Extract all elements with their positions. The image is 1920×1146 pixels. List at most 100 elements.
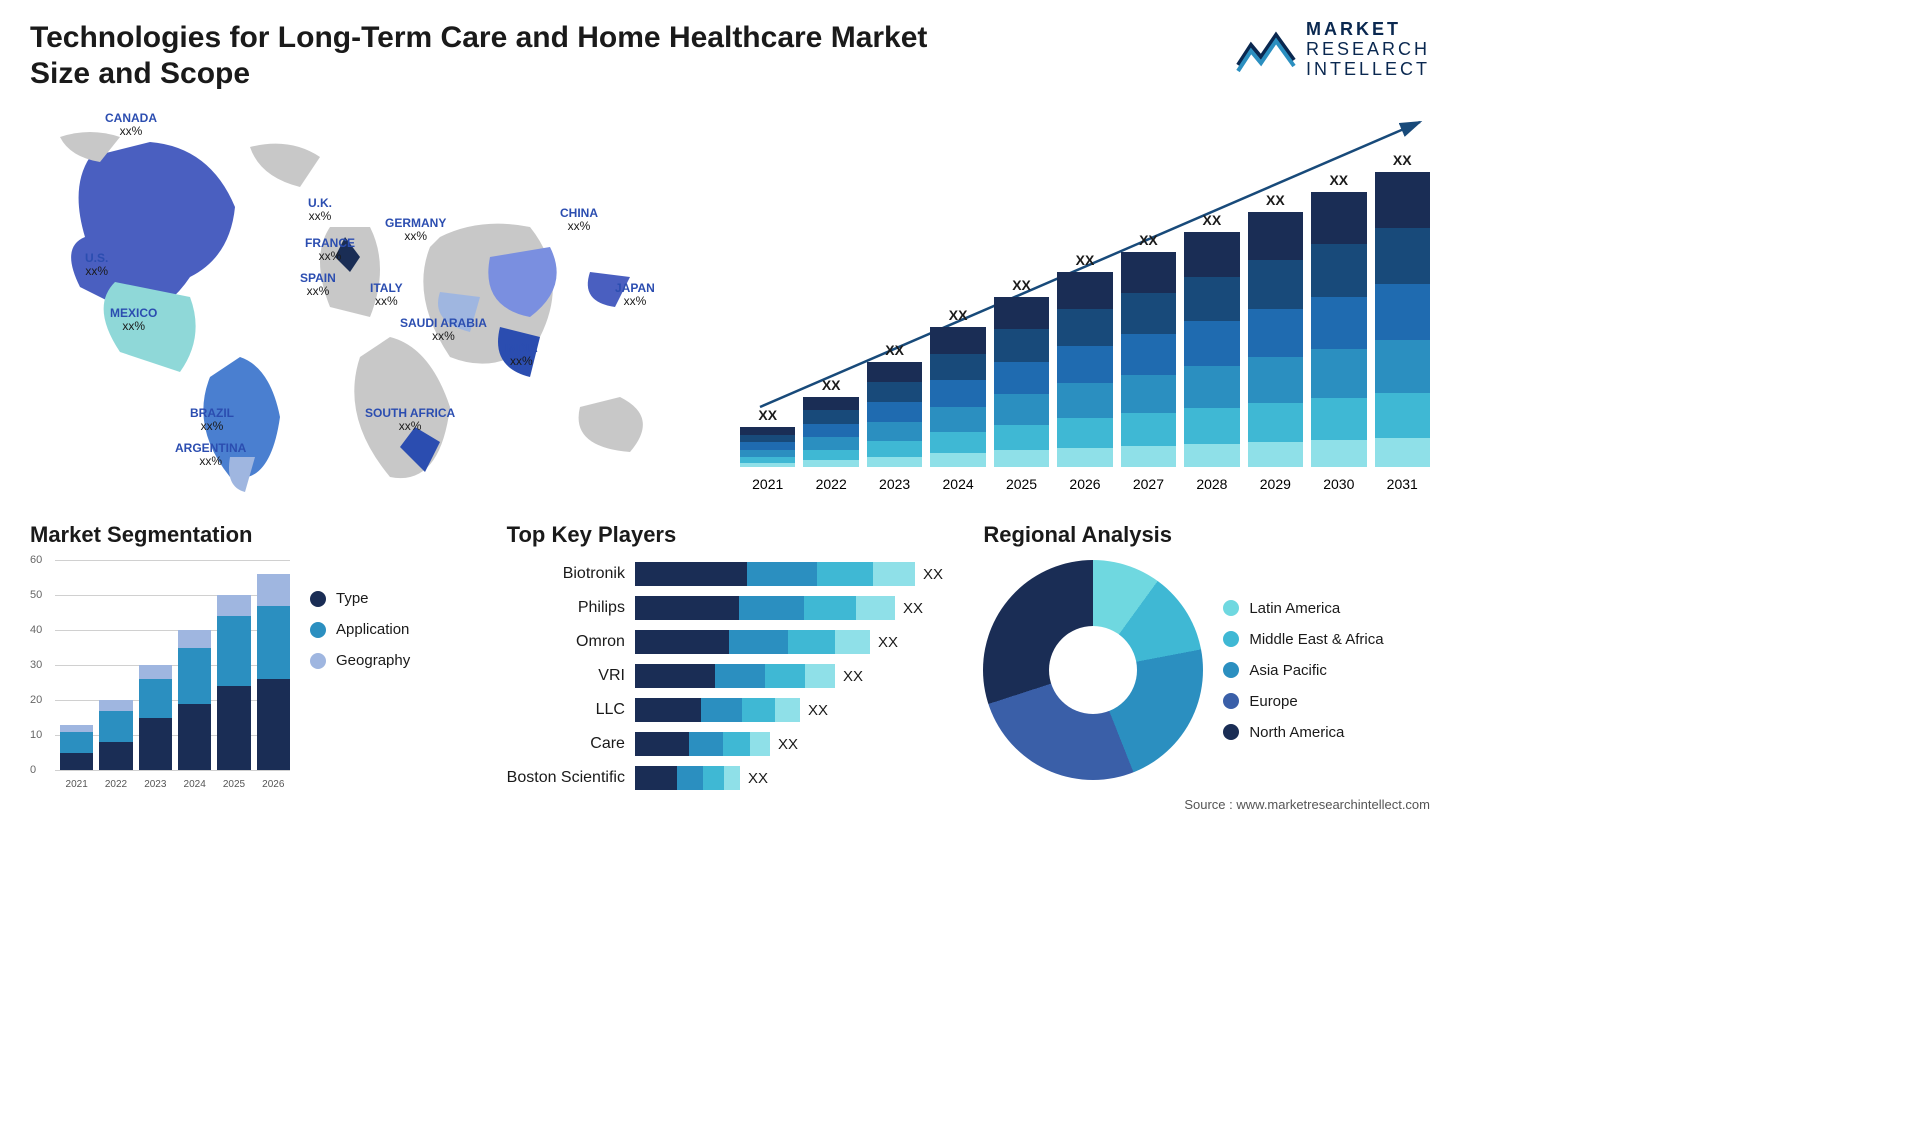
seg-y-tick: 60 [30, 554, 42, 566]
map-country-label: CHINAxx% [560, 207, 598, 233]
legend-item: North America [1223, 724, 1383, 741]
regional-legend: Latin America Middle East & Africa Asia Pa… [1223, 600, 1383, 741]
growth-year-label: 2025 [994, 476, 1049, 492]
player-name-label: LLC [596, 698, 625, 722]
map-country-label: MEXICOxx% [110, 307, 157, 333]
player-bar-row: XX [635, 596, 953, 620]
seg-y-tick: 20 [30, 694, 42, 706]
growth-bar: XX [1057, 252, 1112, 467]
growth-year-label: 2031 [1375, 476, 1430, 492]
legend-item: Type [310, 590, 410, 607]
growth-bar: XX [930, 307, 985, 467]
player-name-label: Biotronik [563, 562, 625, 586]
map-country-label: CANADAxx% [105, 112, 157, 138]
legend-swatch-icon [1223, 662, 1239, 678]
bar-value-label: XX [885, 342, 904, 358]
legend-swatch-icon [1223, 600, 1239, 616]
growth-year-label: 2024 [930, 476, 985, 492]
world-map: CANADAxx%U.S.xx%MEXICOxx%BRAZILxx%ARGENT… [30, 107, 710, 497]
seg-bar [257, 574, 290, 770]
legend-swatch-icon [1223, 693, 1239, 709]
bar-value-label: XX [1329, 172, 1348, 188]
growth-year-label: 2021 [740, 476, 795, 492]
growth-bar: XX [1311, 172, 1366, 467]
legend-label: Latin America [1249, 600, 1340, 617]
growth-bar: XX [740, 407, 795, 467]
player-bar-row: XX [635, 732, 953, 756]
growth-bar: XX [1248, 192, 1303, 467]
growth-year-label: 2029 [1248, 476, 1303, 492]
growth-bar: XX [1121, 232, 1176, 467]
player-name-label: Philips [578, 596, 625, 620]
player-name-label: Boston Scientific [507, 766, 625, 790]
players-title: Top Key Players [507, 522, 954, 548]
logo-line2: RESEARCH [1306, 40, 1430, 60]
seg-bar [60, 725, 93, 771]
bar-value-label: XX [1139, 232, 1158, 248]
growth-year-label: 2030 [1311, 476, 1366, 492]
logo-line3: INTELLECT [1306, 60, 1430, 80]
seg-y-tick: 40 [30, 624, 42, 636]
growth-year-label: 2027 [1121, 476, 1176, 492]
logo-mark-icon [1236, 25, 1296, 75]
bar-value-label: XX [1012, 277, 1031, 293]
player-value-label: XX [878, 634, 898, 651]
growth-bar: XX [1375, 152, 1430, 467]
seg-bar [178, 630, 211, 770]
legend-item: Application [310, 621, 410, 638]
player-value-label: XX [923, 566, 943, 583]
player-bar-row: XX [635, 698, 953, 722]
growth-year-label: 2028 [1184, 476, 1239, 492]
player-bar-row: XX [635, 664, 953, 688]
players-bar-chart: XXXXXXXXXXXXXX [635, 560, 953, 790]
bar-value-label: XX [949, 307, 968, 323]
legend-label: Middle East & Africa [1249, 631, 1383, 648]
donut-ring [983, 560, 1203, 780]
seg-y-tick: 50 [30, 589, 42, 601]
logo-line1: MARKET [1306, 20, 1430, 40]
legend-swatch-icon [1223, 724, 1239, 740]
segmentation-title: Market Segmentation [30, 522, 477, 548]
map-country-label: GERMANYxx% [385, 217, 446, 243]
seg-year-label: 2026 [257, 779, 290, 790]
players-section: Top Key Players Biotronik Philips Omron VRI… [507, 522, 954, 790]
seg-year-label: 2025 [217, 779, 250, 790]
regional-donut-chart [983, 560, 1203, 780]
bar-value-label: XX [758, 407, 777, 423]
growth-bar: XX [1184, 212, 1239, 467]
players-labels: BiotronikPhilipsOmronVRILLCCareBoston Sc… [507, 560, 625, 790]
regional-section: Regional Analysis Latin AmericaMiddle Ea… [983, 522, 1430, 790]
growth-bar: XX [803, 377, 858, 467]
growth-bar-chart: XXXXXXXXXXXXXXXXXXXXXX 20212022202320242… [740, 107, 1430, 497]
seg-y-tick: 30 [30, 659, 42, 671]
legend-label: North America [1249, 724, 1344, 741]
brand-logo: MARKET RESEARCH INTELLECT [1236, 20, 1430, 79]
legend-item: Asia Pacific [1223, 662, 1383, 679]
legend-swatch-icon [310, 653, 326, 669]
legend-label: Application [336, 621, 409, 638]
growth-year-label: 2022 [803, 476, 858, 492]
map-country-label: BRAZILxx% [190, 407, 234, 433]
growth-bar: XX [867, 342, 922, 467]
player-value-label: XX [748, 770, 768, 787]
donut-hole [1049, 626, 1137, 714]
legend-label: Asia Pacific [1249, 662, 1327, 679]
source-attribution: Source : www.marketresearchintellect.com [1184, 797, 1430, 812]
legend-label: Geography [336, 652, 410, 669]
legend-item: Europe [1223, 693, 1383, 710]
legend-label: Europe [1249, 693, 1297, 710]
growth-year-label: 2023 [867, 476, 922, 492]
segmentation-legend: Type Application Geography [310, 560, 410, 790]
player-name-label: VRI [598, 664, 625, 688]
player-bar-row: XX [635, 630, 953, 654]
seg-year-label: 2021 [60, 779, 93, 790]
seg-y-tick: 0 [30, 764, 36, 776]
map-country-label: JAPANxx% [615, 282, 655, 308]
bar-value-label: XX [1393, 152, 1412, 168]
player-value-label: XX [903, 600, 923, 617]
seg-bar [139, 665, 172, 770]
segmentation-bar-chart: 0102030405060202120222023202420252026 [30, 560, 290, 790]
seg-year-label: 2024 [178, 779, 211, 790]
player-name-label: Omron [576, 630, 625, 654]
map-country-label: SOUTH AFRICAxx% [365, 407, 455, 433]
